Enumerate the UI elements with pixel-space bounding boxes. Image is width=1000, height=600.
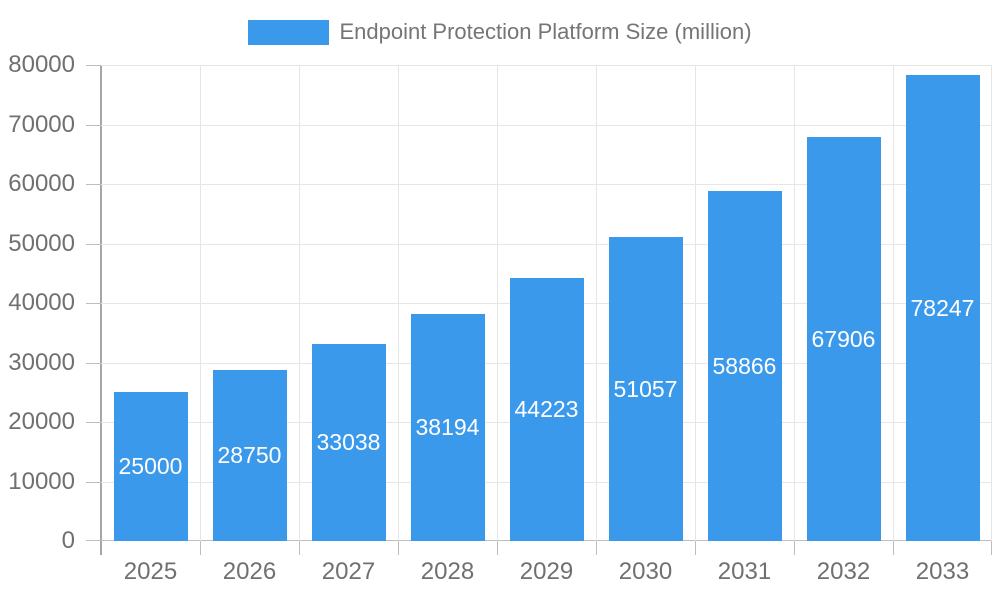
y-axis-tick xyxy=(86,540,101,541)
x-axis-tick xyxy=(298,541,300,555)
x-gridline xyxy=(298,65,300,541)
bar-value-label: 38194 xyxy=(415,414,480,440)
x-gridline xyxy=(694,65,696,541)
bar-value-label: 78247 xyxy=(910,294,975,321)
y-axis-tick-label: 60000 xyxy=(8,170,75,197)
x-axis-category-label: 2025 xyxy=(123,558,178,585)
bar-value-label: 58866 xyxy=(712,352,777,379)
bar-2026[interactable]: 28750 xyxy=(212,370,287,541)
bar-value-label: 67906 xyxy=(811,325,876,352)
x-gridline xyxy=(892,65,894,541)
bar-2033[interactable]: 78247 xyxy=(905,75,980,541)
y-axis-tick xyxy=(86,303,101,304)
y-axis-tick-label: 50000 xyxy=(8,230,75,257)
x-axis-category-label: 2029 xyxy=(519,558,574,585)
x-axis-tick xyxy=(793,541,795,555)
y-gridline xyxy=(101,244,992,245)
y-gridline xyxy=(101,65,992,66)
x-axis-category-label: 2032 xyxy=(816,558,871,585)
y-axis-tick xyxy=(86,422,101,423)
x-axis-category-label: 2027 xyxy=(321,558,376,585)
x-gridline xyxy=(991,65,992,541)
bar-2029[interactable]: 44223 xyxy=(509,278,584,541)
plot-area: 0 10000 20000 30000 40000 50000 60000 70000 8000… xyxy=(8,51,992,585)
x-axis-tick xyxy=(496,541,498,555)
bar-value-label: 44223 xyxy=(514,396,579,422)
y-axis-tick xyxy=(86,482,101,483)
x-axis-category-label: 2031 xyxy=(717,558,772,585)
chart-legend[interactable]: Endpoint Protection Platform Size (milli… xyxy=(0,19,1000,45)
x-axis-tick xyxy=(892,541,894,555)
y-axis-tick xyxy=(86,363,101,364)
x-axis-tick xyxy=(199,541,201,555)
bar-2027[interactable]: 33038 xyxy=(311,344,386,541)
y-axis-line xyxy=(100,65,102,555)
y-axis-tick xyxy=(86,244,101,245)
x-gridline xyxy=(793,65,795,541)
y-axis-tick-label: 40000 xyxy=(8,289,75,316)
bar-2028[interactable]: 38194 xyxy=(410,314,485,541)
y-axis-tick xyxy=(86,184,101,185)
x-axis-category-label: 2028 xyxy=(420,558,475,585)
bar-value-label: 25000 xyxy=(118,453,183,479)
x-axis-tick xyxy=(694,541,696,555)
y-axis-tick-label: 10000 xyxy=(8,468,75,495)
y-axis-tick-label: 80000 xyxy=(8,51,75,78)
x-axis-category-label: 2033 xyxy=(915,558,970,585)
bar-2031[interactable]: 58866 xyxy=(707,191,782,541)
legend-label: Endpoint Protection Platform Size (milli… xyxy=(339,19,752,44)
x-axis-tick xyxy=(397,541,399,555)
x-gridline xyxy=(199,65,201,541)
bar-2032[interactable]: 67906 xyxy=(806,137,881,541)
x-gridline xyxy=(496,65,498,541)
y-axis-tick xyxy=(86,125,101,126)
y-axis-tick xyxy=(86,65,101,66)
legend-swatch-icon xyxy=(248,19,330,45)
y-axis-tick-label: 70000 xyxy=(8,111,75,138)
y-gridline xyxy=(101,125,992,126)
bar-2025[interactable]: 25000 xyxy=(113,392,188,541)
x-gridline xyxy=(397,65,399,541)
bar-2030[interactable]: 51057 xyxy=(608,237,683,541)
y-axis-tick-label: 20000 xyxy=(8,408,75,435)
x-axis-category-label: 2026 xyxy=(222,558,277,585)
bar-value-label: 33038 xyxy=(316,429,381,455)
bar-value-label: 51057 xyxy=(613,375,678,402)
x-gridline xyxy=(595,65,597,541)
x-axis-category-label: 2030 xyxy=(618,558,673,585)
x-axis-tick xyxy=(595,541,597,555)
y-gridline xyxy=(101,184,992,185)
y-axis-tick-label: 30000 xyxy=(8,349,75,376)
x-axis-tick xyxy=(991,541,992,555)
y-axis-tick-label: 0 xyxy=(61,527,75,554)
bar-value-label: 28750 xyxy=(217,442,282,468)
